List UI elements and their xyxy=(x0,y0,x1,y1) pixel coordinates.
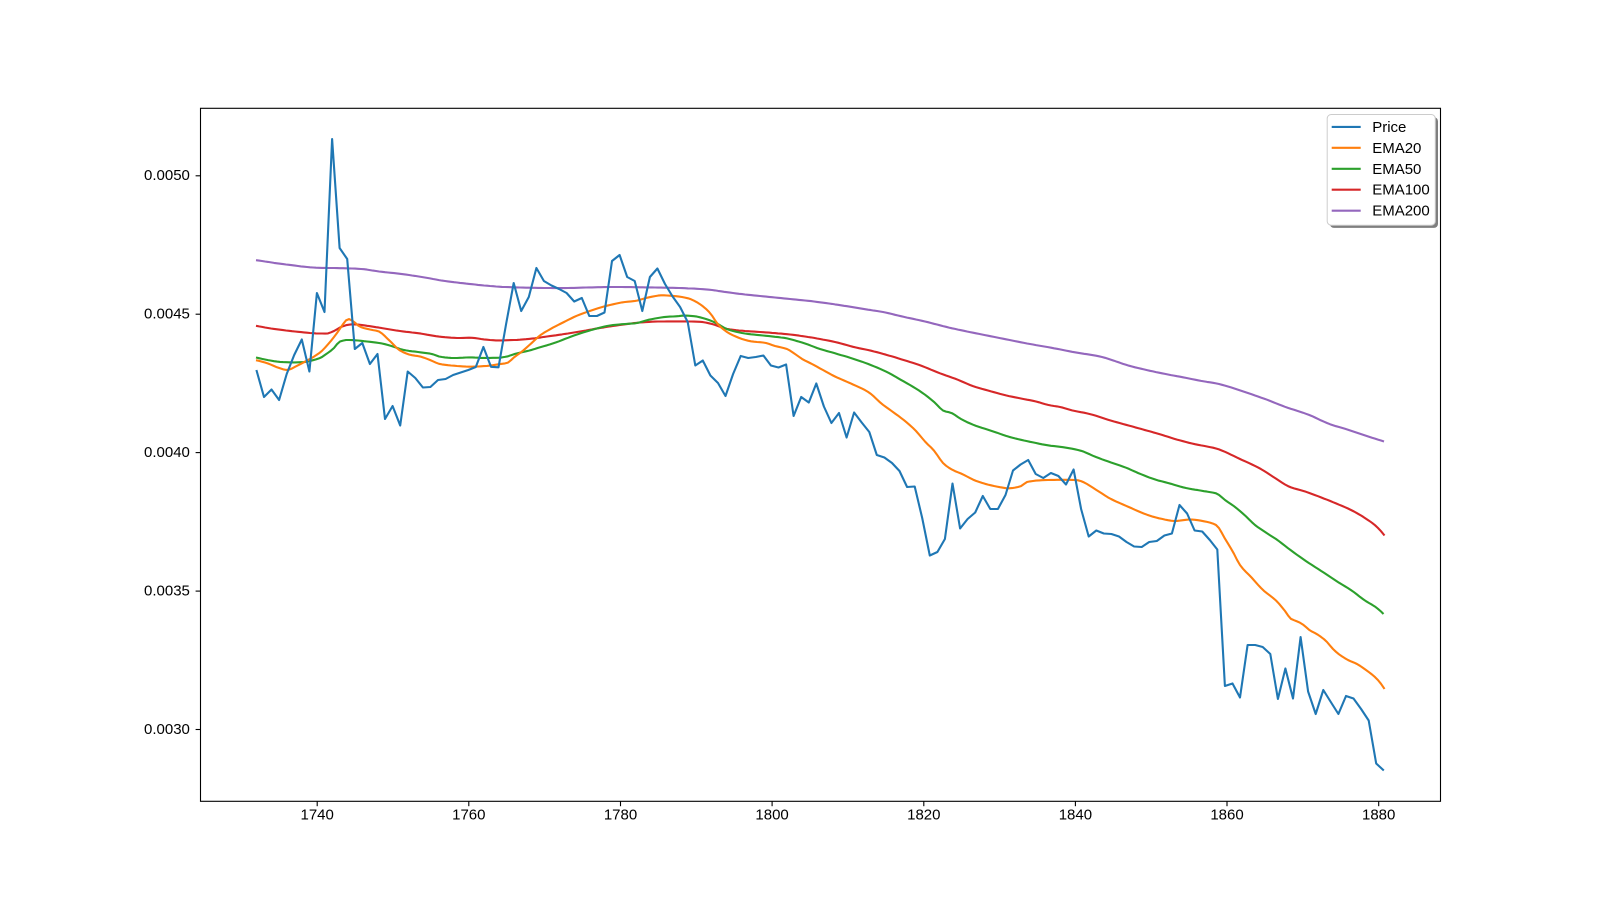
svg-text:EMA200: EMA200 xyxy=(1372,203,1430,220)
svg-text:0.0035: 0.0035 xyxy=(144,582,190,599)
svg-text:1880: 1880 xyxy=(1362,807,1395,824)
svg-text:1800: 1800 xyxy=(755,807,788,824)
svg-text:0.0030: 0.0030 xyxy=(144,721,190,738)
svg-text:1840: 1840 xyxy=(1059,807,1092,824)
svg-text:Price: Price xyxy=(1372,119,1406,136)
svg-text:EMA50: EMA50 xyxy=(1372,161,1421,178)
svg-text:1760: 1760 xyxy=(452,807,485,824)
svg-text:1820: 1820 xyxy=(907,807,940,824)
svg-text:0.0040: 0.0040 xyxy=(144,444,190,461)
svg-text:0.0050: 0.0050 xyxy=(144,167,190,184)
svg-text:1740: 1740 xyxy=(301,807,334,824)
svg-text:EMA100: EMA100 xyxy=(1372,182,1430,199)
svg-text:1860: 1860 xyxy=(1210,807,1243,824)
svg-text:0.0045: 0.0045 xyxy=(144,306,190,323)
svg-text:1780: 1780 xyxy=(604,807,637,824)
svg-text:EMA20: EMA20 xyxy=(1372,140,1421,157)
